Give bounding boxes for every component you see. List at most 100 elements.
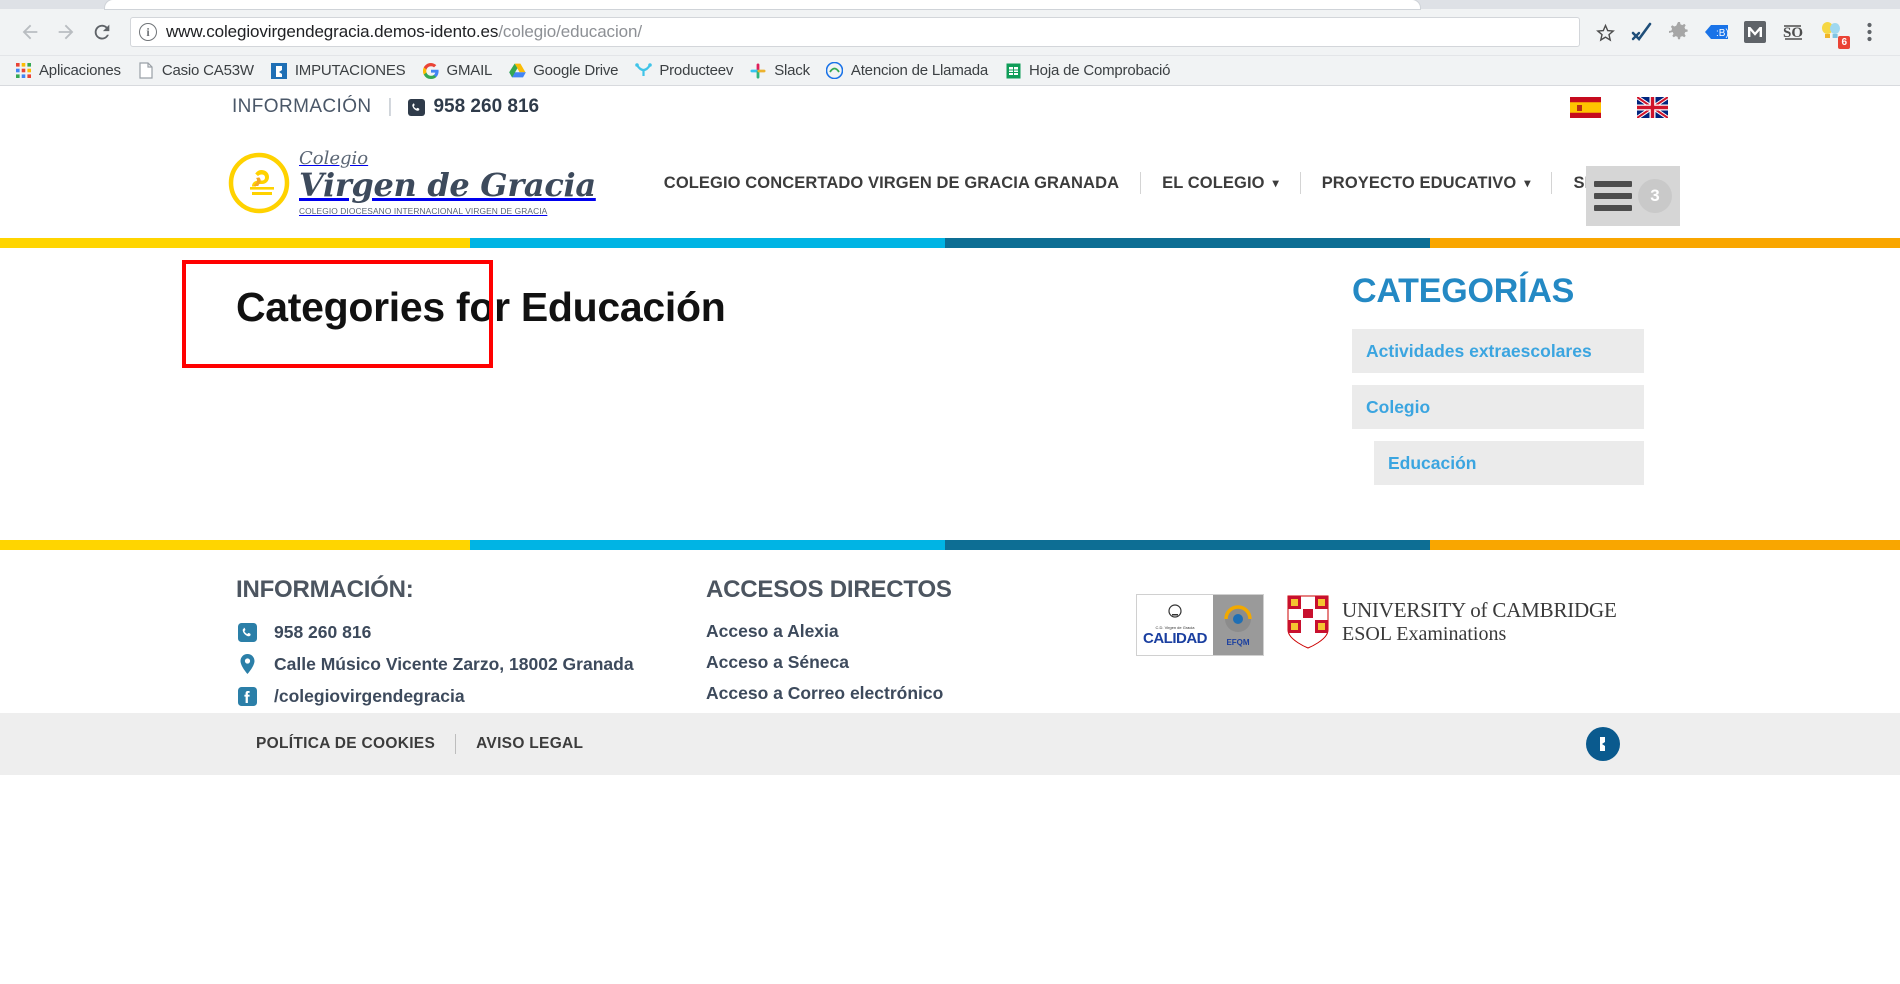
sidebar-heading: CATEGORÍAS xyxy=(1352,272,1575,310)
sidebar-item-educacion[interactable]: Educación xyxy=(1374,441,1644,485)
calidad-sub-text: C.D. Virgen de Gracia xyxy=(1155,625,1195,630)
site-bottom-bar: POLÍTICA DE COOKIES AVISO LEGAL xyxy=(0,713,1900,775)
bookmark-label: Slack xyxy=(774,62,810,79)
sidebar-item-colegio[interactable]: Colegio xyxy=(1352,385,1644,429)
browser-chrome: i www.colegiovirgendegracia.demos-idento… xyxy=(0,0,1900,86)
active-tab[interactable] xyxy=(105,0,1420,9)
topbar-phone-number: 958 260 816 xyxy=(433,96,540,117)
bookmark-imputaciones[interactable]: IMPUTACIONES xyxy=(262,59,414,83)
footer-link-seneca[interactable]: Acceso a Séneca xyxy=(706,652,850,673)
site-logo[interactable]: Colegio Virgen de Gracia COLEGIO DIOCESA… xyxy=(228,148,596,216)
cambridge-esol-badge: UNIVERSITY of CAMBRIDGE ESOL Examination… xyxy=(1286,594,1617,650)
bookmark-label: Aplicaciones xyxy=(39,62,121,79)
phone-icon xyxy=(408,98,426,116)
bookmarks-bar: Aplicaciones Casio CA53W IMPUTACIONES GM… xyxy=(0,56,1900,86)
nav-item-proyecto-educativo[interactable]: PROYECTO EDUCATIVO ▾ xyxy=(1322,174,1531,193)
nav-divider xyxy=(1551,172,1553,194)
header-menu-group: 3 xyxy=(1586,166,1680,226)
footer-phone-row[interactable]: 958 260 816 xyxy=(236,616,706,648)
site-topbar: INFORMACIÓN | 958 260 816 xyxy=(0,86,1900,128)
footer-access-heading: ACCESOS DIRECTOS xyxy=(706,576,952,603)
cambridge-shield-icon xyxy=(1287,595,1329,649)
nav-item-colegio-concertado[interactable]: COLEGIO CONCERTADO VIRGEN DE GRACIA GRAN… xyxy=(664,174,1119,193)
color-stripe-top xyxy=(0,238,1900,248)
checkmark-extension-icon[interactable] xyxy=(1622,13,1660,51)
imputaciones-icon xyxy=(270,62,288,80)
topbar-phone[interactable]: 958 260 816 xyxy=(408,96,539,118)
page-title: Categories for Educación xyxy=(236,284,726,330)
footer-info-heading: INFORMACIÓN: xyxy=(236,576,414,603)
bookmark-apps[interactable]: Aplicaciones xyxy=(6,59,129,83)
extension-badge-count: 6 xyxy=(1838,36,1850,49)
sidebar-item-actividades-extraescolares[interactable]: Actividades extraescolares xyxy=(1352,329,1644,373)
sidebar-item-label[interactable]: Colegio xyxy=(1366,396,1431,417)
bookmark-label: Google Drive xyxy=(533,62,619,79)
page-content: Categories for Educación CATEGORÍAS Acti… xyxy=(0,248,1900,540)
bookmark-label: IMPUTACIONES xyxy=(294,62,406,79)
google-sheets-icon xyxy=(1004,62,1022,80)
back-arrow-icon[interactable] xyxy=(12,14,48,50)
seo-extension-icon[interactable]: SO xyxy=(1774,13,1812,51)
nav-divider xyxy=(1140,172,1142,194)
color-stripe-footer xyxy=(0,540,1900,550)
tag-extension-icon[interactable]: :B) xyxy=(1698,13,1736,51)
efqm-label: EFQM xyxy=(1226,637,1250,647)
nav-divider xyxy=(1299,172,1301,194)
slack-icon xyxy=(749,62,767,80)
bookmark-slack[interactable]: Slack xyxy=(741,59,818,83)
bookmark-producteev[interactable]: Producteev xyxy=(626,59,741,83)
footer-address: Calle Músico Vicente Zarzo, 18002 Granad… xyxy=(274,653,634,674)
footer-badges-column: C.D. Virgen de Gracia CALIDAD EFQM xyxy=(1136,550,1900,713)
bookmark-google-drive[interactable]: Google Drive xyxy=(500,59,626,83)
footer-link-alexia[interactable]: Acceso a Alexia xyxy=(706,621,839,641)
bottombar-separator xyxy=(455,734,457,754)
google-drive-icon xyxy=(508,62,526,80)
bookmark-label: Atencion de Llamada xyxy=(850,62,989,79)
bookmark-gmail[interactable]: GMAIL xyxy=(414,59,501,83)
flag-spain[interactable] xyxy=(1570,96,1601,118)
phone-icon xyxy=(236,622,258,642)
calidad-label: CALIDAD xyxy=(1143,630,1208,647)
cart-count-badge[interactable]: 3 xyxy=(1638,179,1672,213)
browser-tab-strip[interactable] xyxy=(0,0,1900,9)
topbar-informacion-label[interactable]: INFORMACIÓN xyxy=(232,96,372,117)
flag-uk[interactable] xyxy=(1635,94,1670,120)
browser-toolbar: i www.colegiovirgendegracia.demos-idento… xyxy=(0,9,1900,56)
forward-arrow-icon[interactable] xyxy=(48,14,84,50)
mega-extension-icon[interactable] xyxy=(1736,13,1774,51)
sidebar-item-label[interactable]: Actividades extraescolares xyxy=(1366,340,1592,361)
location-pin-icon xyxy=(236,654,258,674)
footer-phone-number: 958 260 816 xyxy=(274,621,372,642)
lightbulb-extension-icon[interactable]: 6 xyxy=(1812,13,1850,51)
site-header: Colegio Virgen de Gracia COLEGIO DIOCESA… xyxy=(0,128,1900,238)
footer-link-correo[interactable]: Acceso a Correo electrónico xyxy=(706,683,944,704)
bookmark-label: Producteev xyxy=(659,62,734,79)
gear-extension-icon[interactable] xyxy=(1660,13,1698,51)
logo-line-1: Colegio xyxy=(299,148,369,170)
sidebar-item-label[interactable]: Educación xyxy=(1388,452,1477,473)
info-circle-icon[interactable]: i xyxy=(139,23,157,41)
calidad-efqm-badge: C.D. Virgen de Gracia CALIDAD EFQM xyxy=(1136,594,1264,656)
hamburger-menu-icon[interactable] xyxy=(1594,181,1632,211)
bookmark-casio[interactable]: Casio CA53W xyxy=(129,59,262,83)
page-blank-area xyxy=(0,775,1900,965)
categories-sidebar: CATEGORÍAS Actividades extraescolares Co… xyxy=(1330,248,1900,540)
nav-label: COLEGIO CONCERTADO VIRGEN DE GRACIA GRAN… xyxy=(663,173,1120,192)
bookmark-star-icon[interactable] xyxy=(1588,17,1622,47)
nav-label: PROYECTO EDUCATIVO xyxy=(1321,173,1517,192)
svg-text:SO: SO xyxy=(1783,25,1803,41)
reload-icon[interactable] xyxy=(84,14,120,50)
three-dot-menu-icon[interactable] xyxy=(1850,13,1888,51)
address-bar[interactable]: i www.colegiovirgendegracia.demos-idento… xyxy=(130,17,1580,47)
footer-facebook-row[interactable]: /colegiovirgendegracia xyxy=(236,680,706,712)
nav-item-el-colegio[interactable]: EL COLEGIO ▾ xyxy=(1162,174,1279,193)
facebook-icon xyxy=(236,686,258,706)
idento-badge-icon[interactable] xyxy=(1586,727,1620,761)
site-footer: INFORMACIÓN: 958 260 816 Calle Músico Vi… xyxy=(0,550,1900,713)
content-main: Categories for Educación xyxy=(0,248,1330,540)
link-aviso-legal[interactable]: AVISO LEGAL xyxy=(476,735,584,752)
topbar-separator: | xyxy=(387,96,393,117)
link-politica-de-cookies[interactable]: POLÍTICA DE COOKIES xyxy=(256,735,436,752)
bookmark-hoja-de-comprobacion[interactable]: Hoja de Comprobació xyxy=(996,59,1178,83)
bookmark-atencion-de-llamada[interactable]: Atencion de Llamada xyxy=(818,59,996,83)
